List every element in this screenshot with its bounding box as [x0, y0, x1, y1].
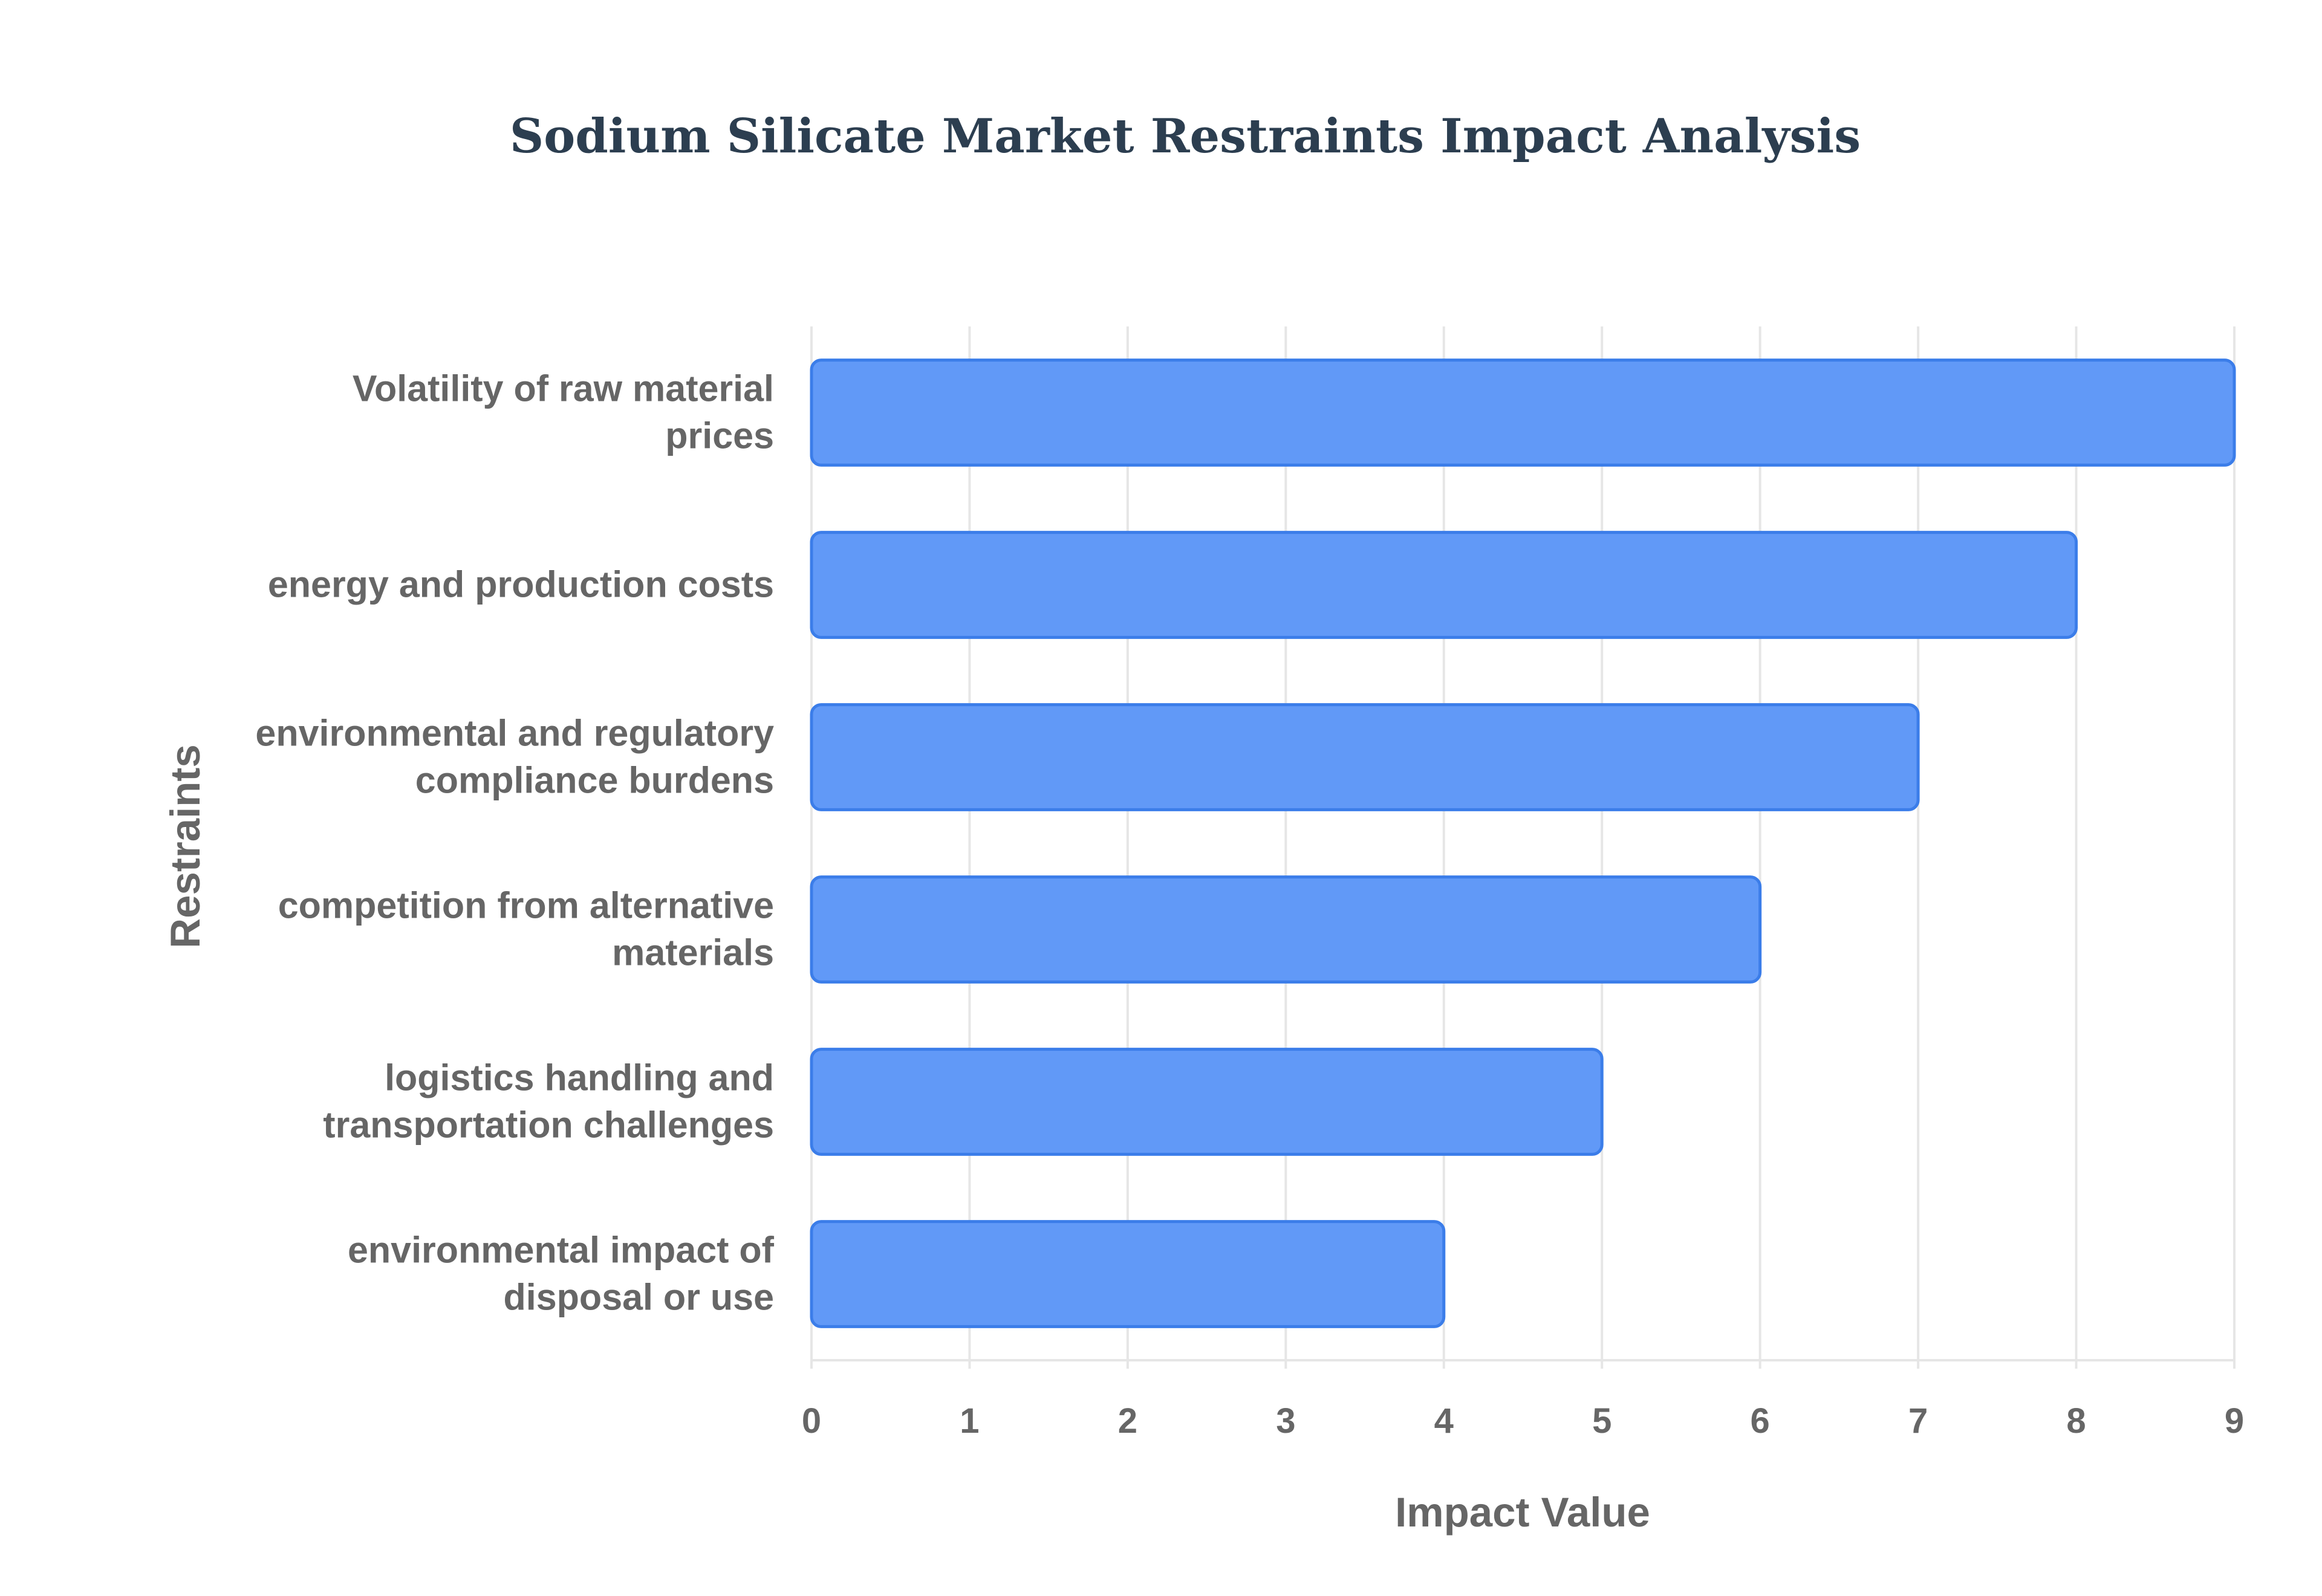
- bar: [810, 531, 2078, 639]
- bars: [810, 358, 2236, 1328]
- x-tick-label: 0: [802, 1401, 821, 1441]
- x-tick-label: 7: [1908, 1401, 1928, 1441]
- category-label-line: environmental and regulatory: [255, 713, 774, 754]
- category-label: environmental impact of disposal or use: [348, 1230, 775, 1318]
- bar: [810, 358, 2236, 467]
- category-label: energy and production costs: [268, 564, 774, 605]
- category-label: Volatility of raw material prices: [353, 368, 774, 456]
- category-label-line: environmental impact of: [348, 1230, 775, 1271]
- category-label-line: logistics handling and: [385, 1057, 774, 1098]
- bar: [810, 1220, 1446, 1328]
- bar: [810, 1048, 1604, 1156]
- category-labels: Volatility of raw material prices energy a…: [255, 368, 774, 1318]
- category-label-line: compliance burdens: [415, 760, 774, 801]
- category-label-line: materials: [612, 932, 774, 973]
- category-label-line: competition from alternative: [278, 885, 774, 926]
- category-label: logistics handling and transportation cha…: [323, 1057, 774, 1146]
- x-tick-label: 8: [2066, 1401, 2086, 1441]
- grid-lines: [810, 326, 2236, 1369]
- category-label-line: energy and production costs: [268, 564, 774, 605]
- x-tick-label: 1: [960, 1401, 979, 1441]
- x-axis: 0 1 2 3 4 5 6 7 8 9: [802, 1359, 2244, 1441]
- bar: [810, 875, 1762, 984]
- category-label: environmental and regulatory compliance b…: [255, 713, 774, 801]
- x-tick-label: 3: [1276, 1401, 1295, 1441]
- x-axis-title: Impact Value: [1395, 1489, 1650, 1536]
- chart-title: Sodium Silicate Market Restraints Impact…: [510, 109, 1861, 164]
- category-label-line: Volatility of raw material: [353, 368, 774, 409]
- category-label-line: disposal or use: [504, 1277, 774, 1318]
- category-label: competition from alternative materials: [278, 885, 774, 973]
- x-tick-label: 6: [1751, 1401, 1770, 1441]
- x-tick-label: 5: [1592, 1401, 1611, 1441]
- bar: [810, 703, 1920, 811]
- x-tick-label: 2: [1118, 1401, 1137, 1441]
- x-tick-label: 9: [2225, 1401, 2244, 1441]
- category-label-line: transportation challenges: [323, 1105, 774, 1146]
- y-axis-title: Restraints: [162, 744, 209, 948]
- category-label-line: prices: [665, 415, 774, 456]
- x-tick-label: 4: [1434, 1401, 1454, 1441]
